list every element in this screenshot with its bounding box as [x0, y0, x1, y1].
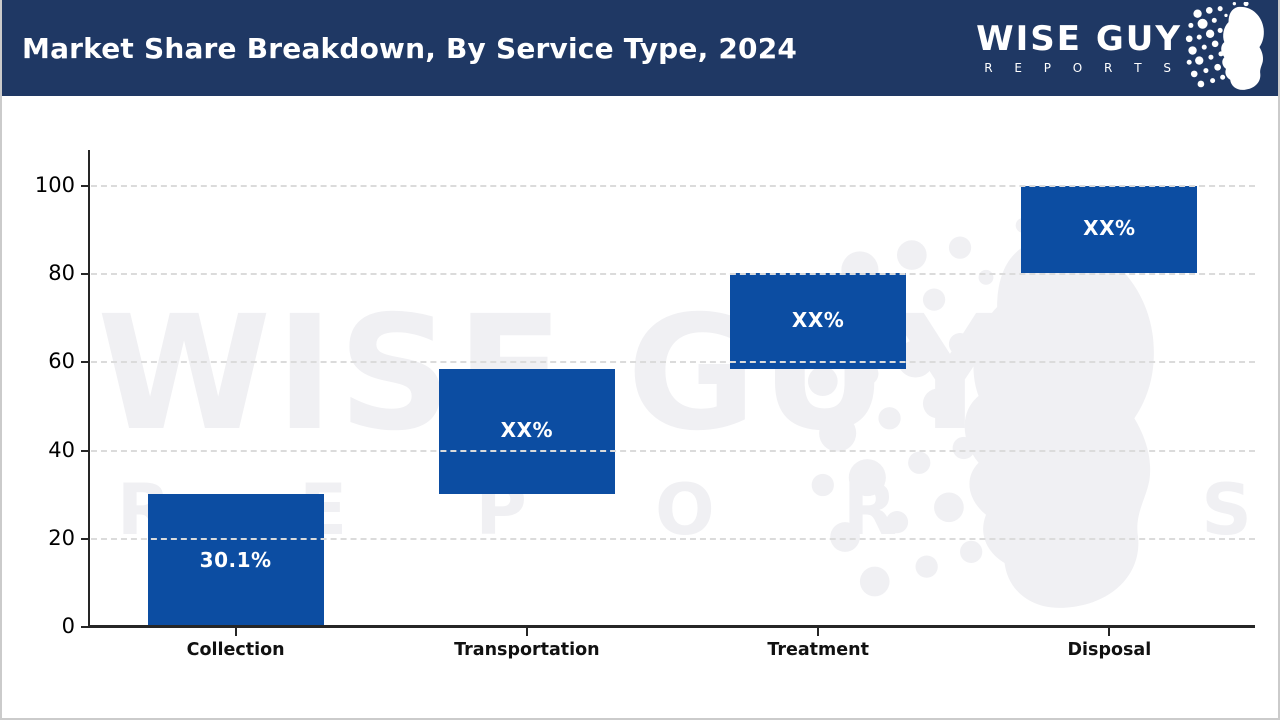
y-tick-label: 100 — [34, 173, 75, 197]
x-tick-mark — [525, 628, 528, 636]
bar — [438, 368, 615, 495]
bar — [147, 494, 324, 627]
bar-value-label: 30.1% — [199, 547, 272, 572]
y-tick-mark — [81, 449, 89, 452]
bar — [730, 272, 907, 369]
y-tick-label: 40 — [48, 437, 75, 462]
x-tick-mark — [817, 628, 820, 636]
y-tick-mark — [81, 626, 89, 628]
x-axis-label: Transportation — [454, 640, 600, 660]
y-axis-line — [88, 150, 90, 627]
gridline — [91, 361, 1255, 364]
x-axis-label: Disposal — [1067, 640, 1152, 660]
brand-tagline: R E P O R T S — [984, 60, 1180, 75]
x-tick-mark — [234, 628, 237, 636]
x-axis-line — [88, 625, 1255, 628]
bar-value-label: XX% — [500, 418, 554, 443]
brand-text: WISE GUY R E P O R T S — [976, 19, 1182, 75]
brand-name: WISE GUY — [976, 19, 1182, 60]
gridline — [91, 185, 1255, 187]
gridline — [91, 449, 1255, 452]
bar — [1021, 186, 1198, 273]
y-tick-label: 0 — [61, 614, 75, 638]
y-tick-label: 80 — [48, 261, 75, 286]
header: Market Share Breakdown, By Service Type,… — [2, 0, 1278, 96]
y-tick-mark — [81, 273, 89, 276]
y-tick-label: 60 — [48, 349, 75, 374]
x-tick-mark — [1108, 628, 1111, 636]
brand-logo: WISE GUY R E P O R T S — [976, 2, 1268, 94]
bar-value-label: XX% — [791, 307, 845, 332]
x-axis-label: Treatment — [767, 640, 869, 660]
gridline — [91, 273, 1255, 276]
x-axis-label: Collection — [186, 640, 285, 660]
wise-guy-face-icon — [1184, 2, 1268, 94]
bar-value-label: XX% — [1083, 216, 1136, 241]
y-tick-mark — [81, 185, 89, 187]
page-title: Market Share Breakdown, By Service Type,… — [22, 31, 798, 65]
y-tick-mark — [81, 537, 89, 540]
y-tick-mark — [81, 361, 89, 364]
y-tick-label: 20 — [48, 525, 75, 550]
gridline — [91, 537, 1255, 540]
